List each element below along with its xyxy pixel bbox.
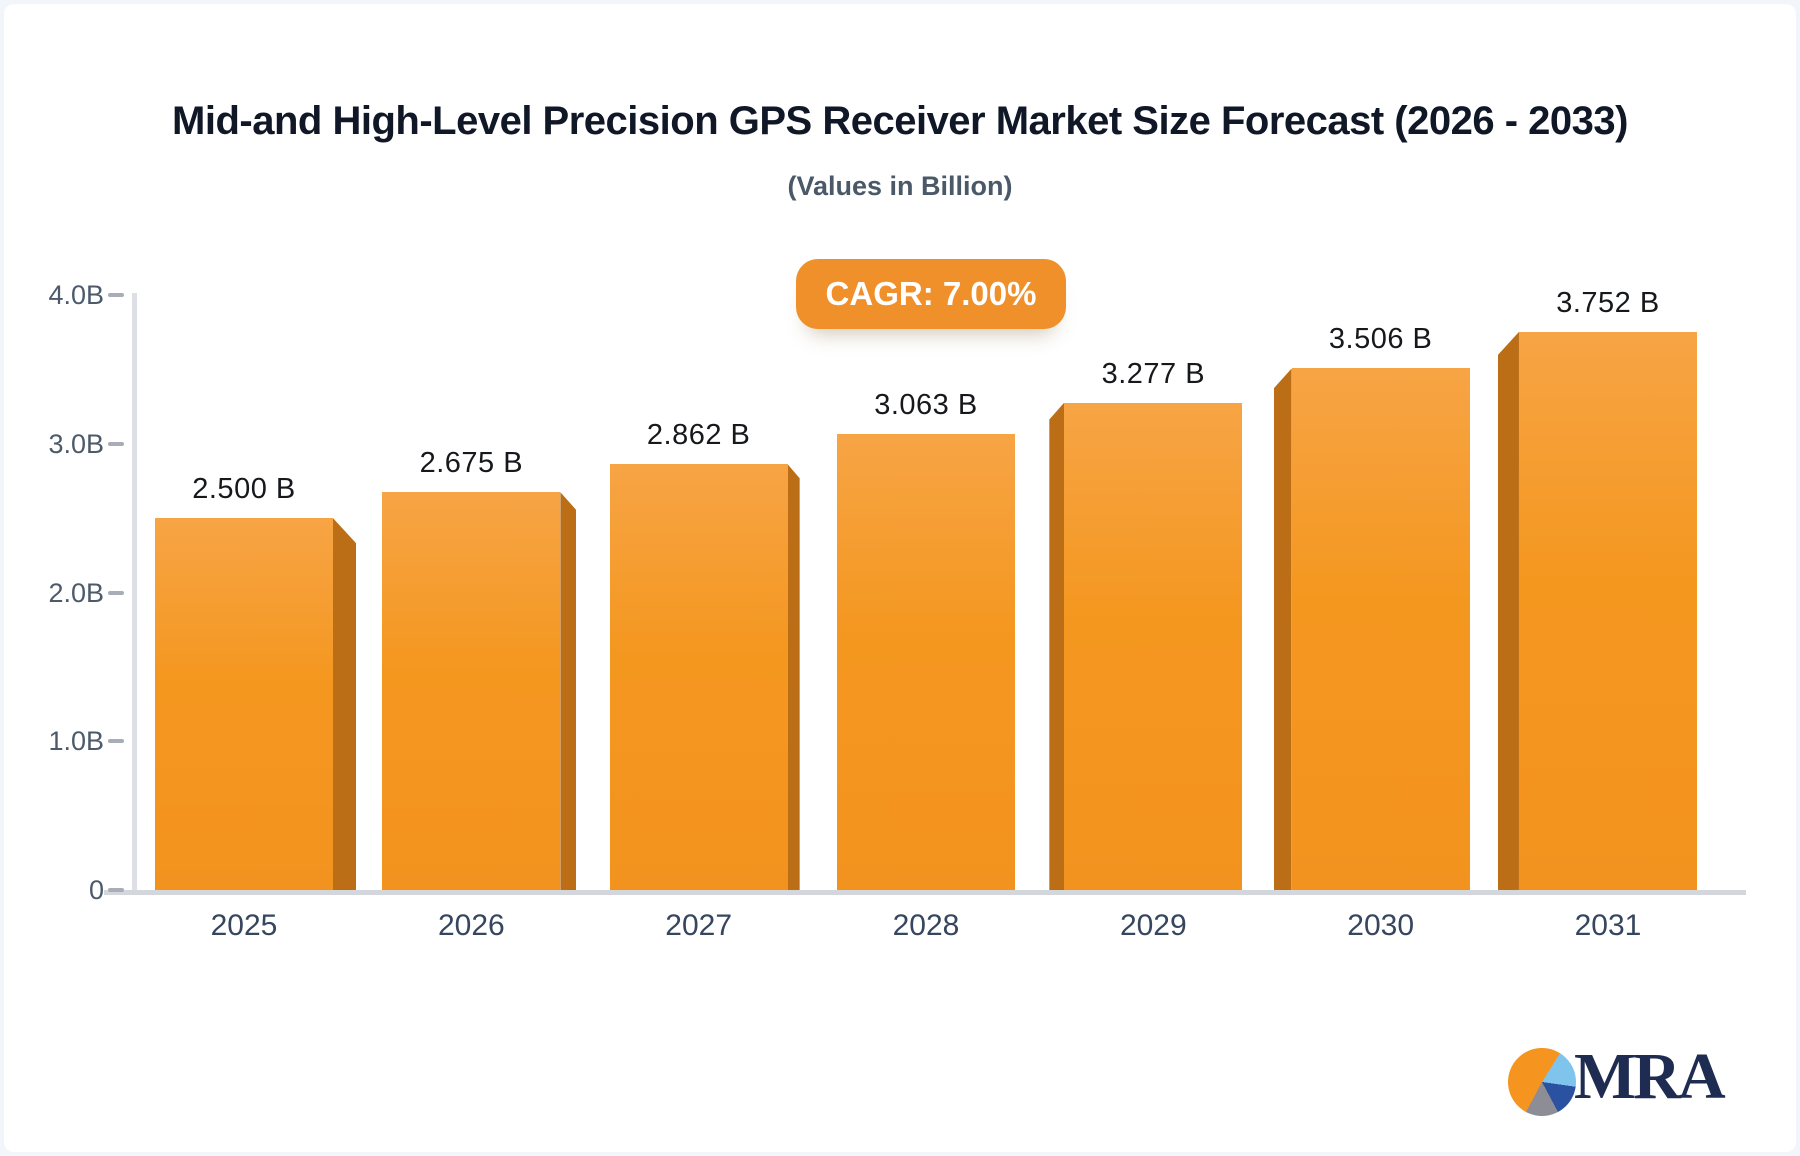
bar-2029[interactable] bbox=[1049, 402, 1243, 890]
bar-face bbox=[155, 518, 333, 890]
y-tick-mark bbox=[108, 739, 124, 744]
bar-value-label: 2.500 B bbox=[192, 473, 296, 506]
bar-value-label: 3.752 B bbox=[1556, 286, 1660, 319]
bar-3d-side bbox=[1497, 331, 1519, 890]
bar-3d-side bbox=[787, 464, 800, 890]
bar-2026[interactable] bbox=[382, 492, 577, 890]
y-tick-mark bbox=[108, 441, 124, 446]
y-tick-label: 0 bbox=[88, 875, 104, 905]
bar-face bbox=[1291, 368, 1470, 890]
x-axis-category-label: 2031 bbox=[1574, 909, 1642, 942]
y-tick-mark bbox=[108, 590, 124, 595]
x-axis-category-label: 2028 bbox=[892, 909, 960, 942]
bar-value-label: 3.063 B bbox=[874, 389, 978, 422]
cagr-badge: CAGR: 7.00% bbox=[796, 259, 1066, 329]
pie-logo-icon bbox=[1508, 1048, 1576, 1116]
y-tick-mark bbox=[108, 293, 124, 297]
bar-2027[interactable] bbox=[609, 464, 800, 890]
x-axis-category-label: 2029 bbox=[1119, 909, 1187, 942]
brand-logo-text: MRA bbox=[1574, 1040, 1726, 1113]
bar-2031[interactable] bbox=[1497, 331, 1697, 890]
bar-2030[interactable] bbox=[1273, 368, 1470, 890]
x-axis-category-label: 2030 bbox=[1347, 909, 1415, 942]
y-axis-line bbox=[132, 293, 137, 892]
bar-face bbox=[609, 464, 788, 890]
x-axis-category-label: 2026 bbox=[437, 909, 505, 942]
bar-3d-side bbox=[1049, 402, 1065, 890]
y-tick-label: 2.0B bbox=[48, 577, 104, 608]
bar-face bbox=[1064, 402, 1243, 890]
y-tick-mark bbox=[108, 888, 124, 892]
x-axis-category-label: 2025 bbox=[210, 909, 278, 942]
bar-face bbox=[1518, 331, 1697, 890]
cagr-badge-label: CAGR: 7.00% bbox=[825, 275, 1037, 312]
bar-3d-side bbox=[1273, 368, 1292, 890]
bar-2025[interactable] bbox=[155, 518, 356, 890]
bar-value-label: 3.277 B bbox=[1101, 357, 1206, 390]
bar-2028[interactable] bbox=[836, 434, 1015, 890]
bar-face bbox=[836, 434, 1015, 890]
x-axis-baseline bbox=[104, 890, 1746, 895]
bar-3d-side bbox=[560, 492, 577, 890]
chart-title: Mid-and High-Level Precision GPS Receive… bbox=[172, 99, 1628, 143]
bar-value-label: 2.675 B bbox=[419, 447, 524, 480]
brand-logo: MRA bbox=[1508, 1032, 1768, 1122]
bar-3d-side bbox=[333, 518, 356, 890]
bar-face bbox=[382, 492, 561, 890]
x-axis-category-label: 2027 bbox=[665, 909, 733, 942]
y-tick-label: 4.0B bbox=[48, 280, 104, 310]
y-tick-label: 3.0B bbox=[48, 428, 104, 459]
bar-value-label: 3.506 B bbox=[1328, 323, 1433, 356]
y-tick-label: 1.0B bbox=[48, 726, 104, 757]
chart-card: Mid-and High-Level Precision GPS Receive… bbox=[4, 4, 1796, 1152]
chart-subtitle: (Values in Billion) bbox=[787, 171, 1013, 201]
bar-value-label: 2.862 B bbox=[646, 419, 751, 452]
